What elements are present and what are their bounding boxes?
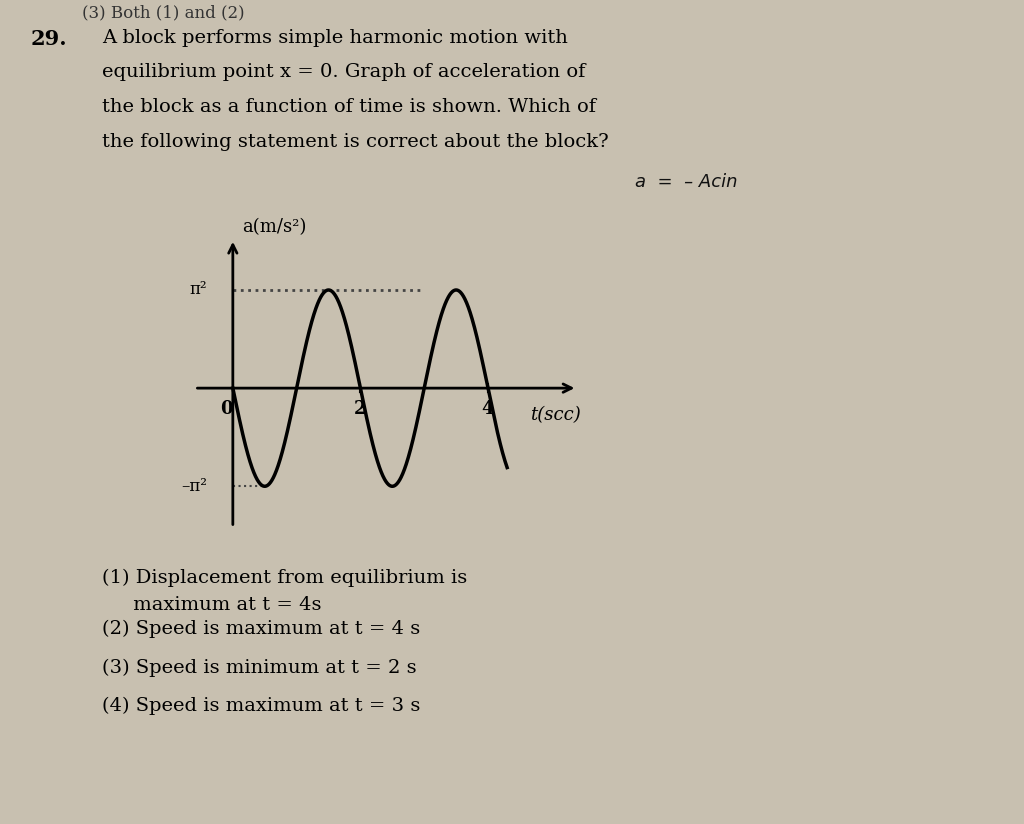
Text: (1) Displacement from equilibrium is: (1) Displacement from equilibrium is <box>102 569 468 587</box>
Text: t(scc): t(scc) <box>529 406 581 424</box>
Text: A block performs simple harmonic motion with: A block performs simple harmonic motion … <box>102 29 568 47</box>
Text: (3) Both (1) and (2): (3) Both (1) and (2) <box>82 4 245 21</box>
Text: (2) Speed is maximum at t = 4 s: (2) Speed is maximum at t = 4 s <box>102 620 421 638</box>
Text: 0: 0 <box>220 400 232 418</box>
Text: a(m/s²): a(m/s²) <box>243 218 307 236</box>
Text: 29.: 29. <box>31 29 68 49</box>
Text: 2: 2 <box>354 400 367 418</box>
Text: the following statement is correct about the block?: the following statement is correct about… <box>102 133 609 151</box>
Text: a  =  – Acin: a = – Acin <box>635 173 737 191</box>
Text: (3) Speed is minimum at t = 2 s: (3) Speed is minimum at t = 2 s <box>102 658 417 677</box>
Text: the block as a function of time is shown. Which of: the block as a function of time is shown… <box>102 98 596 116</box>
Text: equilibrium point x = 0. Graph of acceleration of: equilibrium point x = 0. Graph of accele… <box>102 63 586 82</box>
Text: 4: 4 <box>481 400 495 418</box>
Text: π²: π² <box>189 282 207 298</box>
Text: (4) Speed is maximum at t = 3 s: (4) Speed is maximum at t = 3 s <box>102 697 421 715</box>
Text: maximum at t = 4s: maximum at t = 4s <box>102 596 322 614</box>
Text: –π²: –π² <box>181 478 207 494</box>
